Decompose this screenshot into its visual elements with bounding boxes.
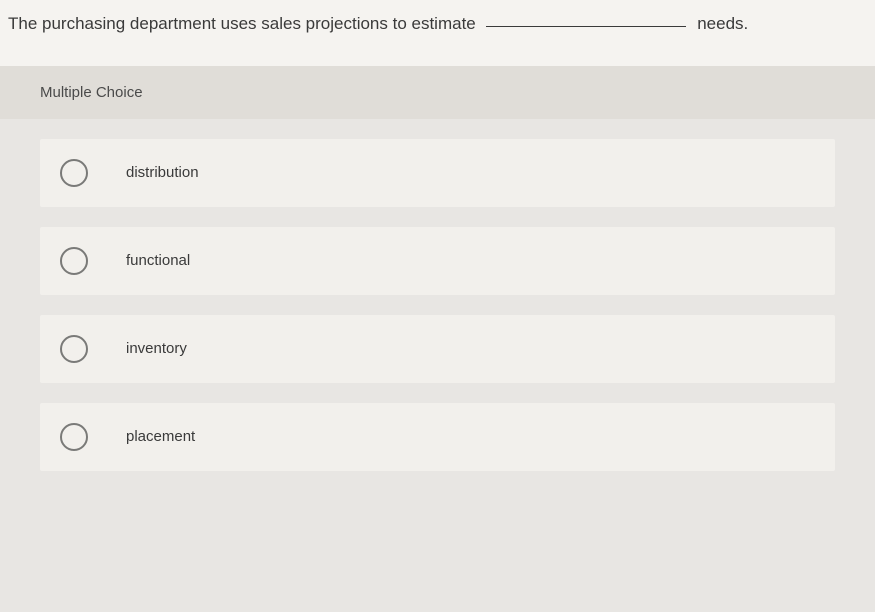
question-suffix: needs. bbox=[697, 14, 748, 33]
section-header: Multiple Choice bbox=[0, 66, 875, 119]
radio-icon[interactable] bbox=[60, 335, 88, 363]
question-area: The purchasing department uses sales pro… bbox=[0, 0, 875, 66]
option-row-inventory[interactable]: inventory bbox=[40, 315, 835, 383]
question-prefix: The purchasing department uses sales pro… bbox=[8, 14, 476, 33]
option-label: functional bbox=[126, 252, 190, 269]
blank-line bbox=[486, 26, 686, 27]
options-container: distribution functional inventory placem… bbox=[0, 119, 875, 471]
option-label: distribution bbox=[126, 164, 199, 181]
option-label: inventory bbox=[126, 340, 187, 357]
radio-icon[interactable] bbox=[60, 423, 88, 451]
option-row-distribution[interactable]: distribution bbox=[40, 139, 835, 207]
option-row-placement[interactable]: placement bbox=[40, 403, 835, 471]
section-label: Multiple Choice bbox=[40, 84, 143, 101]
radio-icon[interactable] bbox=[60, 159, 88, 187]
option-row-functional[interactable]: functional bbox=[40, 227, 835, 295]
radio-icon[interactable] bbox=[60, 247, 88, 275]
option-label: placement bbox=[126, 428, 195, 445]
